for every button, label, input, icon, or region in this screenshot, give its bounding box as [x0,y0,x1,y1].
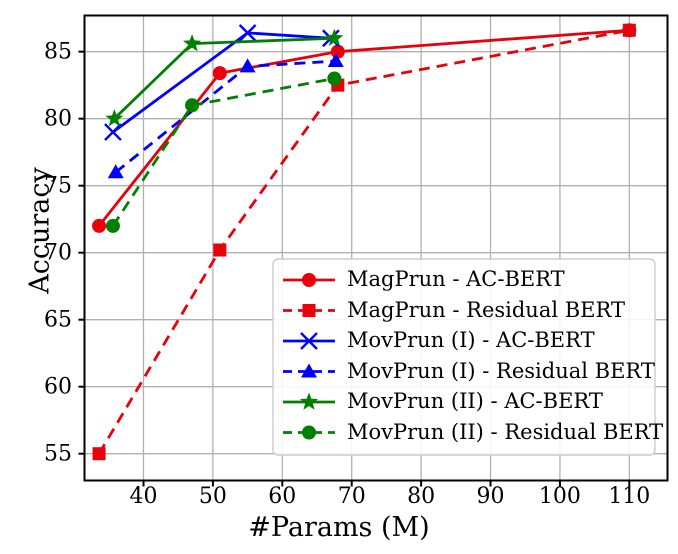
series-line [111,77,335,227]
data-point-marker [104,123,122,141]
data-point-marker [330,44,345,59]
x-tick-label: 100 [538,484,581,509]
data-series-group [92,23,637,461]
legend-item-label: MovPrun (I) - AC-BERT [347,328,595,352]
x-tick-label: 80 [407,484,436,509]
x-axis-label: #Params (M) [248,512,430,543]
legend-marker-sample [299,392,319,410]
legend-marker-sample [302,425,316,440]
y-tick-label: 75 [44,173,72,199]
data-point-marker [239,58,256,73]
data-point-marker [105,109,124,127]
legend-marker-sample [300,332,318,350]
series-line [112,31,331,134]
series-line [97,28,630,227]
data-point-marker [183,34,202,52]
data-point-marker [92,447,106,461]
series-line [97,28,630,455]
legend-frame [272,258,656,456]
data-point-marker [185,98,200,113]
legend-item-label: MovPrun (I) - Residual BERT [347,358,655,383]
y-axis-label: Accuracy [24,167,56,294]
y-tick-label: 55 [44,441,72,467]
tick-marks [78,50,631,487]
plot-frame [83,14,669,482]
x-tick-label: 50 [198,484,227,509]
legend-item-label: MovPrun (II) - AC-BERT [347,389,603,413]
data-point-marker [213,243,227,257]
x-tick-label: 60 [268,484,297,509]
y-axis-label-wrapper: Accuracy [25,71,56,391]
x-tick-label: 90 [476,484,505,509]
x-tick-label: 70 [337,484,366,509]
data-point-marker [212,66,227,81]
y-tick-label: 80 [44,106,72,132]
series-line [114,59,336,174]
legend-item-label: MagPrun - Residual BERT [347,297,625,322]
x-tick-label: 110 [608,484,651,509]
legend-marker-sample [302,273,316,287]
data-point-marker [107,164,124,179]
y-tick-label: 85 [44,39,72,65]
y-tick-label: 65 [44,307,72,333]
data-point-marker [92,218,107,233]
y-tick-label: 70 [44,240,72,266]
legend-box [272,258,656,456]
y-tick-label: 60 [44,374,72,400]
x-tick-label: 40 [129,484,158,509]
data-point-marker [622,23,636,37]
data-point-marker [105,218,120,233]
data-point-marker [327,71,342,86]
data-point-marker [238,24,257,42]
legend-item-label: MagPrun - AC-BERT [347,267,565,291]
legend-marker-sample [302,304,316,317]
data-point-marker [325,28,344,46]
legend-marker-sample [301,363,317,378]
grid-lines [84,15,668,481]
data-point-marker [327,53,344,68]
legend-item-label: MovPrun (II) - Residual BERT [347,419,664,444]
